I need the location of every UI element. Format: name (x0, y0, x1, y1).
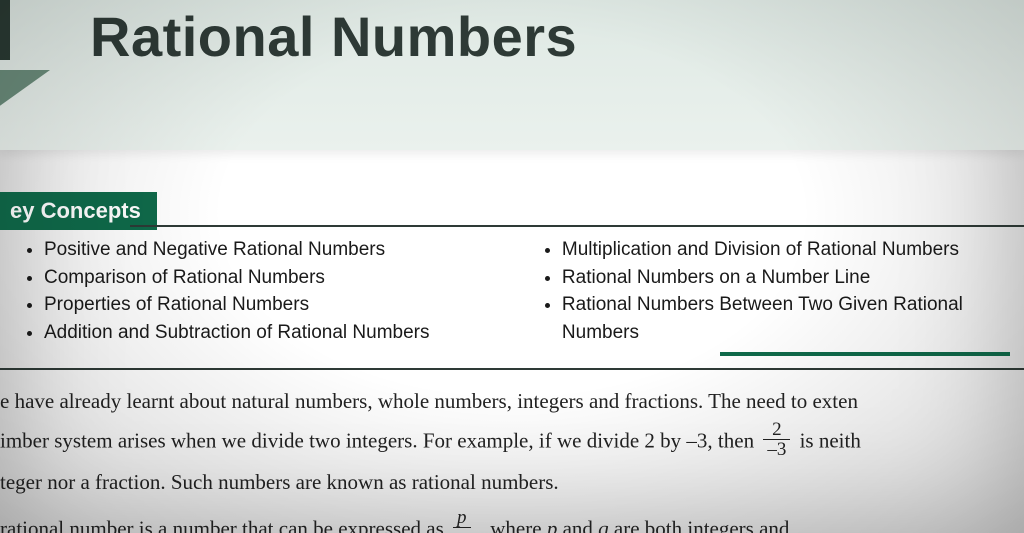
list-item: Addition and Subtraction of Rational Num… (44, 319, 536, 347)
text-run: is neith (800, 428, 861, 452)
textbook-page: Rational Numbers ey Concepts Positive an… (0, 0, 1024, 533)
corner-triangle-decoration (0, 70, 100, 150)
horizontal-rule-bottom (0, 368, 1024, 370)
left-edge-bar (0, 0, 10, 60)
text-run: e have already learnt about natural numb… (0, 389, 858, 413)
paragraph: rational number is a number that can be … (0, 510, 1020, 533)
paragraph: e have already learnt about natural numb… (0, 384, 1020, 420)
text-run-italic: p (547, 517, 558, 533)
text-run: , where (480, 517, 547, 533)
text-run: rational number is a number that can be … (0, 517, 449, 533)
fraction: p q (453, 508, 471, 533)
list-item: Rational Numbers on a Number Line (562, 264, 1014, 292)
fraction: 2 –3 (763, 420, 790, 461)
list-item: Rational Numbers Between Two Given Ratio… (562, 291, 1014, 346)
concepts-left-column: Positive and Negative Rational Numbers C… (18, 236, 536, 346)
concepts-right-column: Multiplication and Division of Rational … (536, 236, 1014, 346)
horizontal-rule-top (130, 225, 1024, 227)
paragraph: imber system arises when we divide two i… (0, 422, 1020, 463)
fraction-denominator: q (453, 528, 471, 533)
text-run: imber system arises when we divide two i… (0, 428, 759, 452)
fraction-denominator: –3 (763, 440, 790, 461)
list-item: Multiplication and Division of Rational … (562, 236, 1014, 264)
concepts-columns: Positive and Negative Rational Numbers C… (18, 236, 1014, 346)
list-item: Positive and Negative Rational Numbers (44, 236, 536, 264)
fraction-numerator: p (453, 508, 471, 528)
fraction-numerator: 2 (763, 420, 790, 440)
green-underline (720, 352, 1010, 356)
page-title: Rational Numbers (90, 4, 577, 69)
paragraph: teger nor a fraction. Such numbers are k… (0, 465, 1020, 501)
text-run: teger nor a fraction. Such numbers are k… (0, 470, 559, 494)
list-item: Properties of Rational Numbers (44, 291, 536, 319)
list-item: Comparison of Rational Numbers (44, 264, 536, 292)
text-run: and (563, 517, 599, 533)
text-run-italic: q (598, 517, 609, 533)
body-paragraphs: e have already learnt about natural numb… (0, 384, 1024, 533)
text-run: are both integers and (614, 517, 790, 533)
